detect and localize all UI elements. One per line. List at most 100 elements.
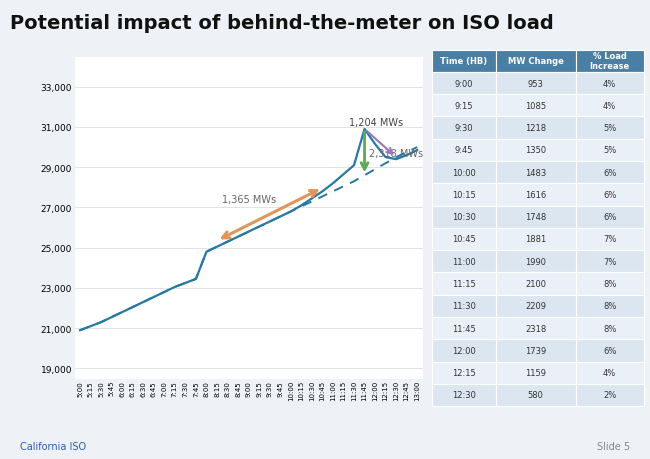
Text: 9:15: 9:15 <box>455 101 473 111</box>
Bar <box>495 340 576 362</box>
Text: 2318: 2318 <box>525 324 547 333</box>
Bar <box>576 295 644 317</box>
Bar <box>432 206 495 228</box>
Bar <box>576 184 644 206</box>
Text: 4%: 4% <box>603 101 616 111</box>
Bar <box>432 295 495 317</box>
Bar <box>432 317 495 340</box>
Text: Potential impact of behind-the-meter on ISO load: Potential impact of behind-the-meter on … <box>10 14 554 33</box>
Bar <box>495 295 576 317</box>
Text: MW Change: MW Change <box>508 57 564 66</box>
Text: 2100: 2100 <box>525 280 546 288</box>
Text: 5%: 5% <box>603 146 616 155</box>
Text: 7%: 7% <box>603 257 616 266</box>
Bar <box>432 162 495 184</box>
Text: 6%: 6% <box>603 213 616 222</box>
Bar <box>495 95 576 117</box>
Bar <box>495 384 576 406</box>
Bar <box>495 140 576 162</box>
Text: 1748: 1748 <box>525 213 547 222</box>
Bar <box>495 228 576 251</box>
Text: 10:15: 10:15 <box>452 190 476 200</box>
Text: 1085: 1085 <box>525 101 546 111</box>
Text: Time (HB): Time (HB) <box>441 57 488 66</box>
Bar <box>432 273 495 295</box>
Text: 4%: 4% <box>603 369 616 377</box>
Bar <box>495 50 576 73</box>
Text: 10:45: 10:45 <box>452 235 476 244</box>
Text: 11:30: 11:30 <box>452 302 476 311</box>
Text: 10:30: 10:30 <box>452 213 476 222</box>
Bar <box>576 228 644 251</box>
Bar <box>432 184 495 206</box>
Bar <box>576 384 644 406</box>
Text: 8%: 8% <box>603 324 616 333</box>
Bar <box>495 317 576 340</box>
Bar <box>576 140 644 162</box>
Text: 1218: 1218 <box>525 124 546 133</box>
Bar <box>576 273 644 295</box>
Text: 6%: 6% <box>603 346 616 355</box>
Text: 10:00: 10:00 <box>452 168 476 177</box>
Bar <box>576 251 644 273</box>
Bar <box>432 228 495 251</box>
Text: 1739: 1739 <box>525 346 547 355</box>
Text: 11:00: 11:00 <box>452 257 476 266</box>
Text: 11:45: 11:45 <box>452 324 476 333</box>
Text: 8%: 8% <box>603 302 616 311</box>
Bar <box>495 162 576 184</box>
Text: 2,318 MWs: 2,318 MWs <box>369 149 423 159</box>
Text: 12:00: 12:00 <box>452 346 476 355</box>
Bar <box>432 384 495 406</box>
Bar <box>576 117 644 140</box>
Text: 11:15: 11:15 <box>452 280 476 288</box>
Bar <box>495 73 576 95</box>
Text: 8%: 8% <box>603 280 616 288</box>
Text: 12:15: 12:15 <box>452 369 476 377</box>
Bar <box>432 362 495 384</box>
Bar <box>576 50 644 73</box>
Bar <box>576 162 644 184</box>
Text: 1,204 MWs: 1,204 MWs <box>349 118 403 128</box>
Text: California ISO: California ISO <box>20 441 86 451</box>
Text: % Load
Increase: % Load Increase <box>590 52 630 71</box>
Bar <box>495 184 576 206</box>
Text: 9:30: 9:30 <box>454 124 473 133</box>
Text: 1159: 1159 <box>525 369 546 377</box>
Text: 1990: 1990 <box>525 257 546 266</box>
Text: 6%: 6% <box>603 190 616 200</box>
Bar <box>495 251 576 273</box>
Text: 953: 953 <box>528 79 543 88</box>
Bar <box>432 95 495 117</box>
Text: 6%: 6% <box>603 168 616 177</box>
Bar <box>576 340 644 362</box>
Text: 4%: 4% <box>603 79 616 88</box>
Text: 12:30: 12:30 <box>452 391 476 400</box>
Text: 1881: 1881 <box>525 235 547 244</box>
Text: 9:00: 9:00 <box>455 79 473 88</box>
Text: 1,365 MWs: 1,365 MWs <box>222 195 276 205</box>
Bar <box>495 206 576 228</box>
Bar <box>495 117 576 140</box>
Bar <box>576 362 644 384</box>
Bar <box>432 50 495 73</box>
Text: Slide 5: Slide 5 <box>597 441 630 451</box>
Text: 1350: 1350 <box>525 146 546 155</box>
Text: 2%: 2% <box>603 391 616 400</box>
Bar <box>576 95 644 117</box>
Bar <box>576 317 644 340</box>
Bar <box>495 362 576 384</box>
Text: 1616: 1616 <box>525 190 547 200</box>
Bar <box>432 251 495 273</box>
Text: 7%: 7% <box>603 235 616 244</box>
Bar <box>495 273 576 295</box>
Text: 9:45: 9:45 <box>455 146 473 155</box>
Text: 2209: 2209 <box>525 302 546 311</box>
Bar <box>432 73 495 95</box>
Text: 580: 580 <box>528 391 543 400</box>
Text: 5%: 5% <box>603 124 616 133</box>
Text: 1483: 1483 <box>525 168 547 177</box>
Bar <box>432 117 495 140</box>
Bar <box>432 340 495 362</box>
Bar <box>576 73 644 95</box>
